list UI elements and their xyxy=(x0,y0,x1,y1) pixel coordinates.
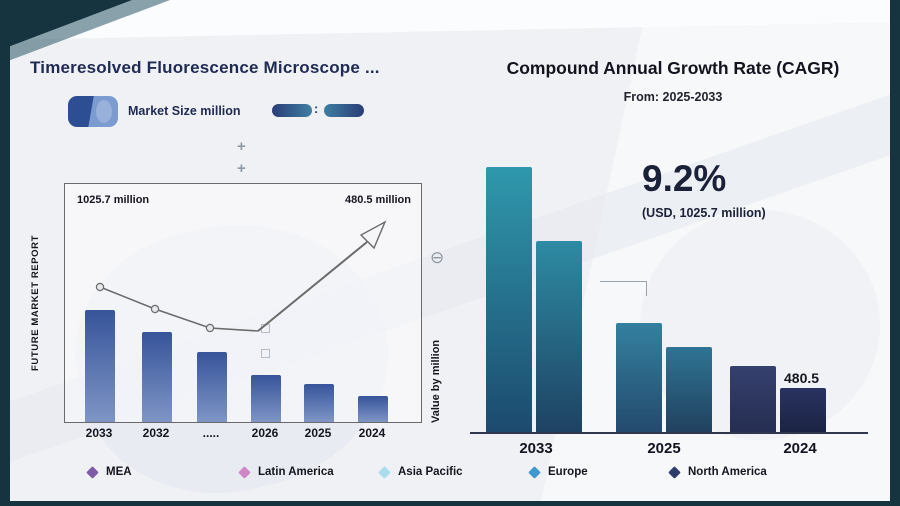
step-line-decoration xyxy=(600,281,647,296)
right-xlabel-2024: 2024 xyxy=(783,440,817,457)
legend-diamond-icon xyxy=(378,466,391,479)
ratio-colon: : xyxy=(314,101,319,116)
cagr-value: 9.2% xyxy=(642,158,727,199)
future-market-report-watermark: FUTURE MARKET REPORT xyxy=(30,234,41,372)
cagr-usd-note: (USD, 1025.7 million) xyxy=(642,206,766,220)
ratio-pill-right xyxy=(324,104,364,117)
value-by-million-axis-label: Value by million xyxy=(430,339,442,423)
market-size-legend-label: Market Size million xyxy=(128,104,241,118)
right-chart-baseline xyxy=(470,432,868,434)
trend-line-arrow xyxy=(95,220,387,333)
legend-label: MEA xyxy=(106,466,132,478)
ratio-pill-left xyxy=(272,104,312,117)
left-chart-title: Timeresolved Fluorescence Microscope ... xyxy=(30,58,380,77)
right-xlabel-2033: 2033 xyxy=(519,440,553,457)
right-xlabel-2025: 2025 xyxy=(647,440,681,457)
legend-diamond-icon xyxy=(86,466,99,479)
left-market-size-chart: 1025.7 million 480.5 million xyxy=(64,183,422,423)
left-xlabel-2024: 2024 xyxy=(358,426,386,440)
legend-label: Latin America xyxy=(258,466,334,478)
region-legend: MEA Latin America Asia Pacific Europe North … xyxy=(0,464,900,488)
cagr-subtitle: From: 2025-2033 xyxy=(623,90,723,104)
legend-label: North America xyxy=(688,466,767,478)
bar-value-annotation: 480.5 xyxy=(784,370,820,386)
right-bar-2024-series-2 xyxy=(780,388,826,432)
legend-diamond-icon xyxy=(238,466,251,479)
frame-edge-right xyxy=(890,0,900,506)
circle-minus-decoration-icon: ⊖ xyxy=(430,248,445,267)
left-xlabel-.....: ..... xyxy=(202,426,220,440)
right-bar-2024-series-1 xyxy=(730,366,776,432)
right-bar-2033-series-2 xyxy=(536,241,582,432)
frame-edge-left xyxy=(0,0,10,506)
left-xlabel-2033: 2033 xyxy=(85,426,113,440)
left-xlabel-2032: 2032 xyxy=(142,426,170,440)
legend-diamond-icon xyxy=(668,466,681,479)
market-size-cylinder-icon xyxy=(68,96,118,127)
left-xlabel-2026: 2026 xyxy=(251,426,279,440)
plus-decoration-icon: + xyxy=(237,160,246,177)
legend-label: Europe xyxy=(548,466,588,478)
left-xlabel-2025: 2025 xyxy=(304,426,332,440)
cagr-title: Compound Annual Growth Rate (CAGR) xyxy=(506,58,840,78)
left-chart-xlabels: 2033 2032..... 2026 2025 2024 xyxy=(64,426,420,444)
right-bar-2033-series-1 xyxy=(486,167,532,432)
plus-decoration-icon: + xyxy=(237,138,246,155)
corner-triangle xyxy=(0,0,132,50)
right-bar-2025-series-2 xyxy=(666,347,712,432)
frame-edge-bottom xyxy=(0,501,900,506)
legend-diamond-icon xyxy=(528,466,541,479)
right-bar-2025-series-1 xyxy=(616,323,662,432)
legend-label: Asia Pacific xyxy=(398,466,463,478)
